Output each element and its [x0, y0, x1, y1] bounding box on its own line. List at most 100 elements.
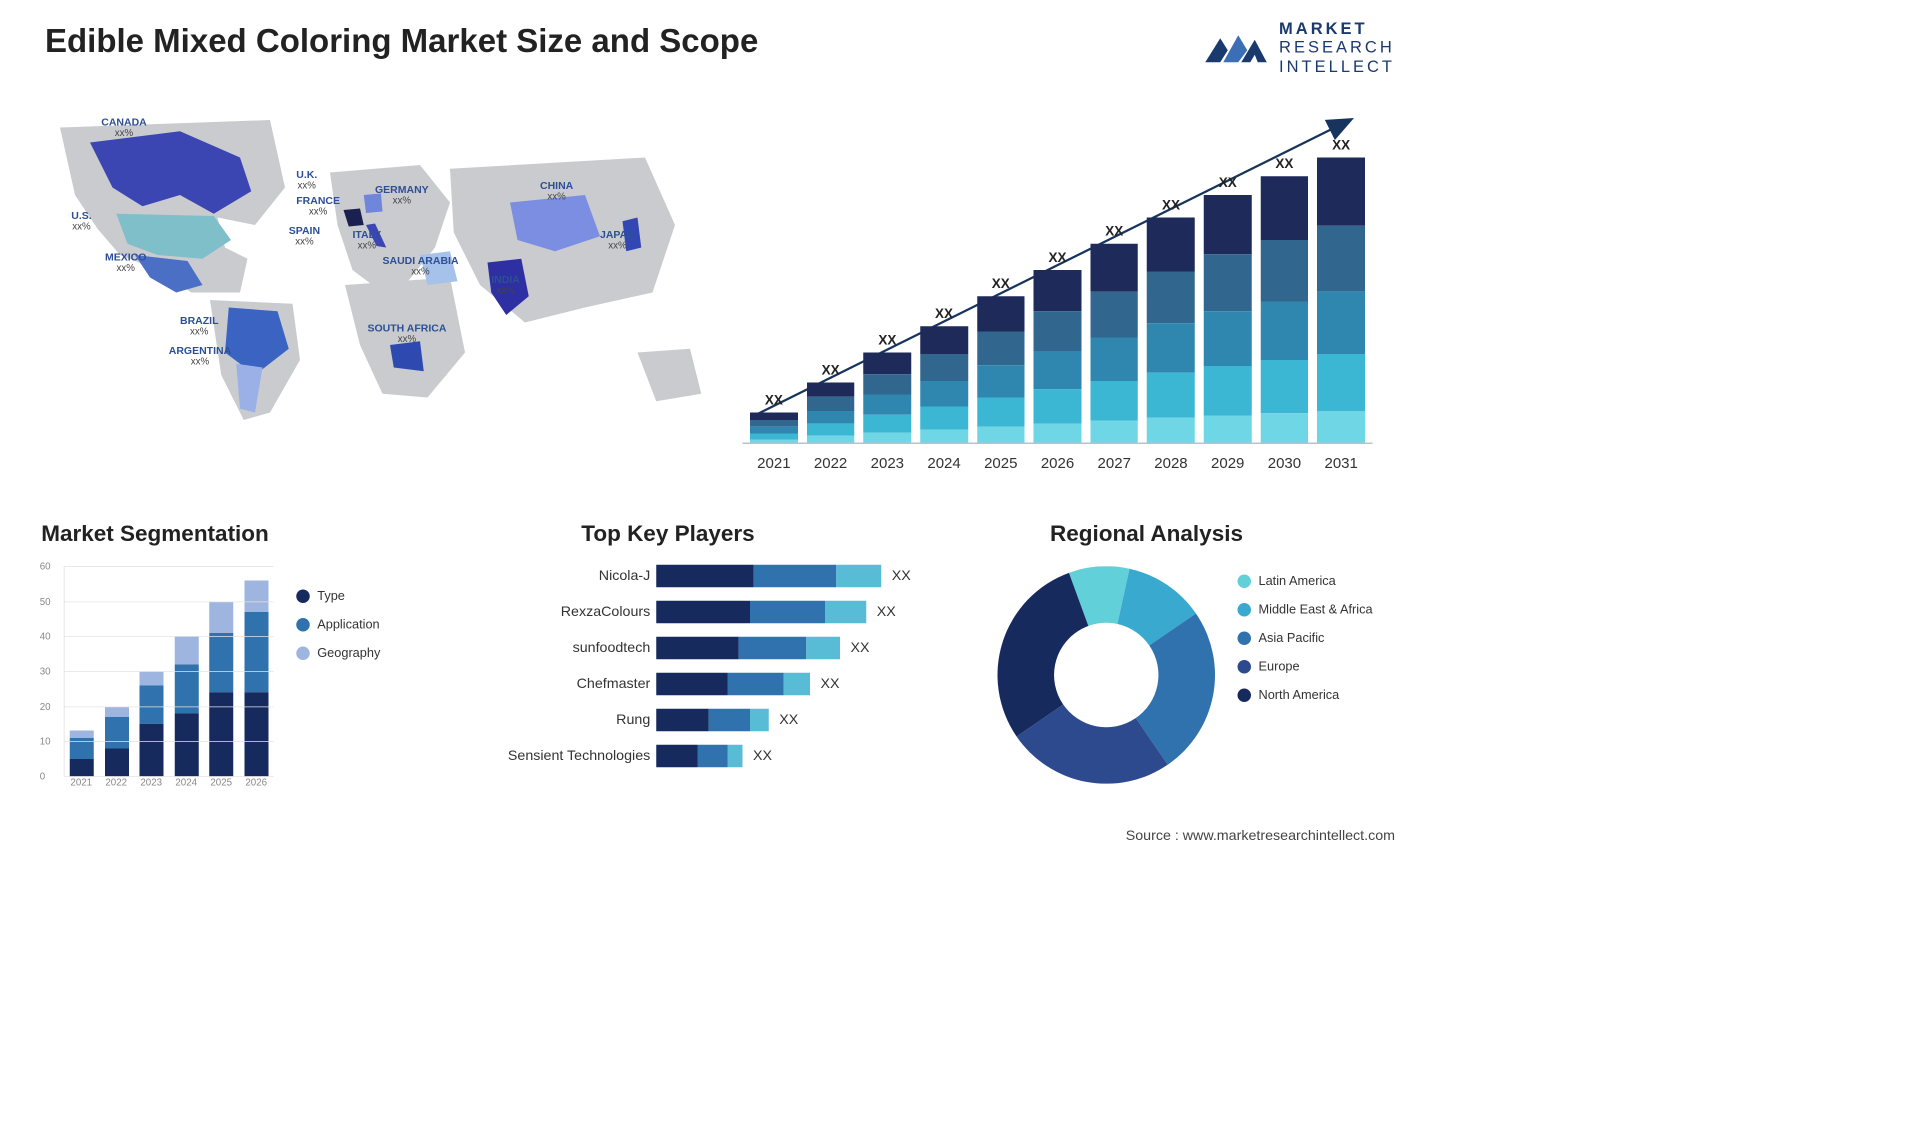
bar-segment [1090, 337, 1138, 381]
seg-bar [244, 580, 268, 776]
bar-value-label: XX [1105, 224, 1123, 240]
bar-value-label: XX [1219, 175, 1237, 191]
bar-value-label: XX [992, 276, 1010, 292]
player-row: sunfoodtechXX [499, 635, 964, 662]
y-tick: 60 [40, 561, 51, 572]
chart-bar [1090, 244, 1138, 443]
gridline [65, 601, 274, 602]
bar-segment [863, 433, 911, 443]
year-label: 2024 [920, 455, 968, 472]
seg-bar-part [70, 731, 94, 738]
legend-dot-icon [1238, 632, 1252, 646]
legend-label: Asia Pacific [1259, 631, 1325, 646]
player-name: Nicola-J [499, 568, 657, 585]
bar-segment [1147, 373, 1195, 418]
gridline [65, 671, 274, 672]
y-tick: 30 [40, 666, 51, 677]
legend-dot-icon [1238, 689, 1252, 703]
chart-bar [1261, 176, 1309, 442]
player-bar-seg [656, 637, 739, 660]
bar-segment [1147, 272, 1195, 324]
seg-year: 2026 [245, 776, 267, 800]
gridline [65, 566, 274, 567]
bar-segment [863, 353, 911, 375]
source-citation: Source : www.marketresearchintellect.com [1126, 828, 1395, 845]
bar-segment [1204, 195, 1252, 254]
map-region [390, 341, 424, 371]
legend-item: Asia Pacific [1238, 631, 1373, 646]
map-label: GERMANYxx% [375, 184, 429, 206]
seg-bar [140, 671, 164, 776]
player-name: RexzaColours [499, 604, 657, 621]
bar-segment [977, 365, 1025, 397]
bar-segment [807, 436, 855, 443]
bar-segment [920, 354, 968, 381]
map-label: SOUTH AFRICAxx% [368, 323, 447, 345]
bar-segment [863, 374, 911, 395]
bar-segment [1261, 360, 1309, 413]
bar-segment [920, 326, 968, 354]
year-label: 2022 [807, 455, 855, 472]
bar-value-label: XX [935, 306, 953, 322]
chart-bar [1317, 158, 1365, 443]
bar-segment [1261, 413, 1309, 442]
year-label: 2025 [977, 455, 1025, 472]
legend-label: Geography [317, 646, 380, 661]
player-bar [656, 673, 810, 696]
player-bar-seg [728, 673, 784, 696]
bar-segment [1034, 270, 1082, 311]
legend-item: Application [296, 617, 380, 632]
legend-item: Geography [296, 646, 380, 661]
seg-bar-part [105, 706, 129, 717]
map-label: U.K.xx% [296, 169, 317, 191]
chart-bar [863, 353, 911, 443]
brand-logo: MARKET RESEARCH INTELLECT [1204, 19, 1395, 76]
legend-dot-icon [296, 647, 310, 661]
map-label: INDIAxx% [491, 274, 520, 296]
bar-segment [977, 397, 1025, 426]
player-bar-seg [656, 565, 754, 588]
bar-segment [750, 420, 798, 427]
y-tick: 0 [40, 771, 45, 782]
seg-year: 2021 [70, 776, 92, 800]
y-tick: 40 [40, 631, 51, 642]
seg-bar-part [244, 612, 268, 692]
map-label: SAUDI ARABIAxx% [383, 255, 459, 277]
player-value: XX [892, 568, 911, 585]
year-label: 2028 [1147, 455, 1195, 472]
legend-item: Europe [1238, 659, 1373, 674]
bar-segment [977, 296, 1025, 331]
player-name: sunfoodtech [499, 640, 657, 657]
page-title: Edible Mixed Coloring Market Size and Sc… [45, 23, 758, 61]
logo-line3: INTELLECT [1279, 57, 1395, 76]
legend-item: Latin America [1238, 574, 1373, 589]
seg-bar-part [105, 717, 129, 749]
legend-label: Europe [1259, 659, 1300, 674]
chart-bar [750, 413, 798, 443]
regional-title: Regional Analysis [1050, 521, 1243, 547]
chart-bar [920, 326, 968, 442]
player-bar [656, 601, 866, 624]
bar-segment [1090, 381, 1138, 421]
regional-donut: Latin AmericaMiddle East & AfricaAsia Pa… [998, 559, 1418, 807]
y-tick: 50 [40, 596, 51, 607]
bar-segment [750, 427, 798, 434]
map-label: CANADAxx% [101, 116, 147, 138]
world-map: CANADAxx%U.S.xx%MEXICOxx%BRAZILxx%ARGENT… [30, 98, 713, 473]
seg-bar-part [209, 601, 233, 633]
player-value: XX [753, 748, 772, 765]
legend-label: Application [317, 617, 379, 632]
player-name: Rung [499, 712, 657, 729]
player-bar-seg [656, 601, 750, 624]
player-value: XX [779, 712, 798, 729]
bar-segment [1147, 218, 1195, 272]
main-bar-chart: XXXXXXXXXXXXXXXXXXXXXX 20212022202320242… [750, 113, 1365, 473]
bar-value-label: XX [765, 392, 783, 408]
bar-segment [1090, 291, 1138, 337]
gridline [65, 741, 274, 742]
gridline [65, 636, 274, 637]
player-bar-seg [739, 637, 807, 660]
bar-value-label: XX [1332, 137, 1350, 153]
bar-segment [920, 406, 968, 429]
bar-segment [807, 397, 855, 411]
